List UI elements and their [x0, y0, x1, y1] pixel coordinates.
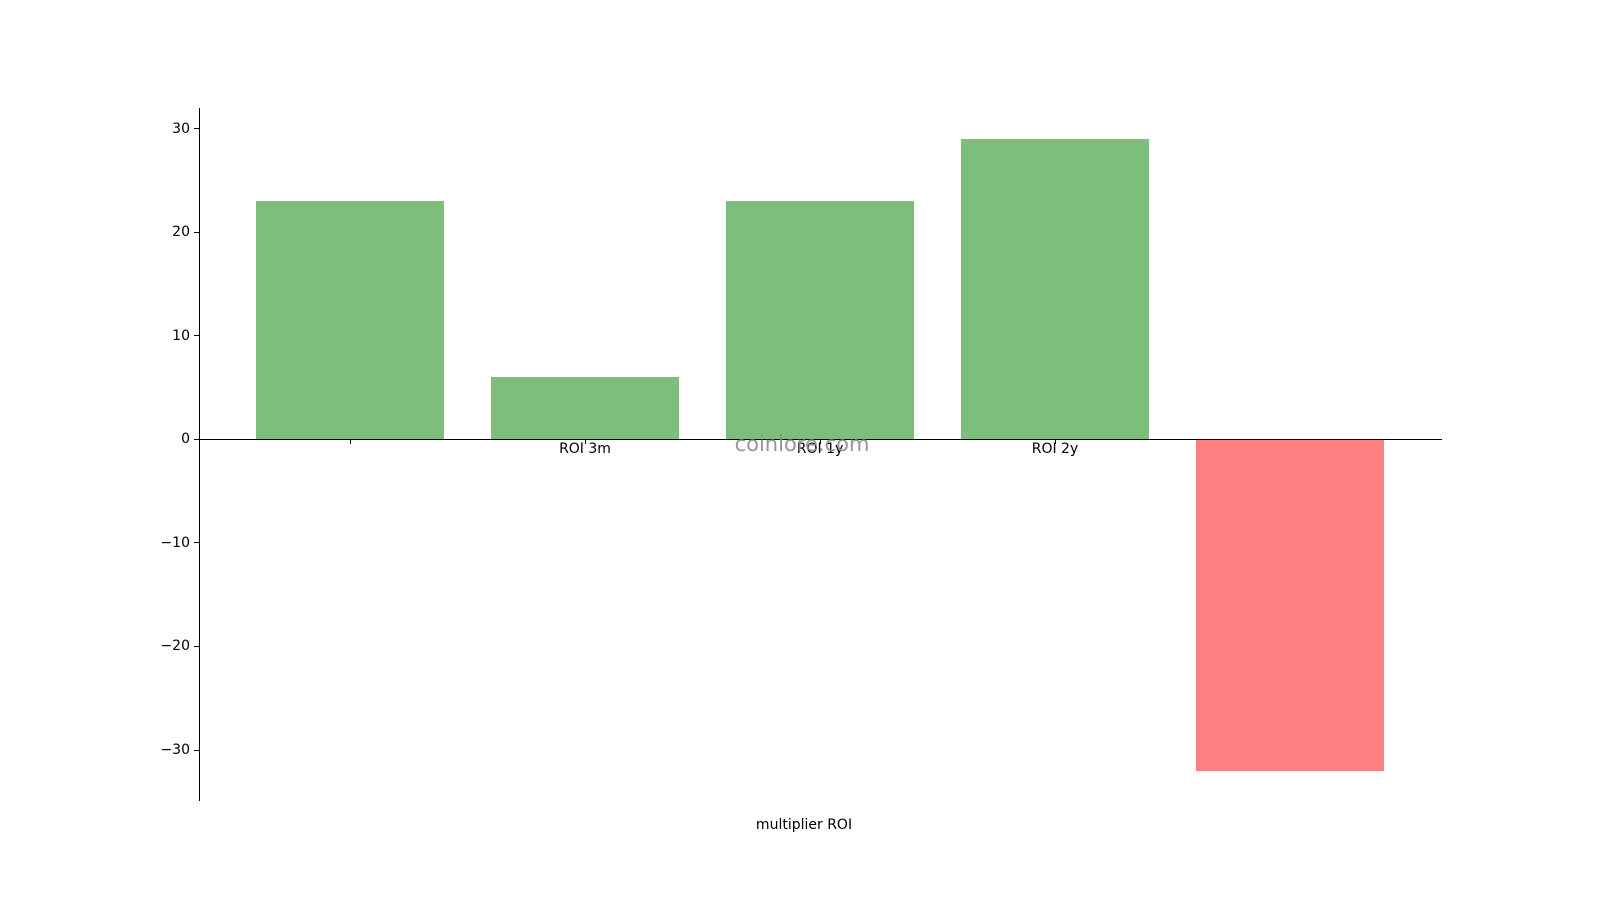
y-tick — [194, 335, 199, 337]
x-tick-label: ROI 2y — [1031, 441, 1079, 458]
x-axis-title: multiplier ROI — [755, 817, 853, 833]
bar-roi-1y — [726, 201, 914, 440]
bar-roi-2y — [961, 139, 1149, 440]
bar-series-4 — [1196, 439, 1384, 771]
x-tick — [584, 439, 586, 445]
y-tick-label: −30 — [160, 742, 190, 759]
bar-series-0 — [256, 201, 444, 440]
watermark-text: coinlore.com — [734, 432, 870, 456]
x-tick — [1054, 439, 1056, 445]
y-axis-spine — [199, 108, 200, 801]
y-tick — [194, 231, 199, 233]
y-tick — [194, 438, 199, 440]
x-tick-label: ROI 1y — [796, 441, 844, 458]
y-tick — [194, 542, 199, 544]
x-tick — [349, 439, 351, 445]
y-tick-label: −20 — [160, 638, 190, 655]
y-tick-label: 10 — [172, 327, 190, 344]
y-tick — [194, 128, 199, 130]
y-tick — [194, 645, 199, 647]
y-tick-label: 0 — [181, 431, 190, 448]
x-tick-label: ROI 3m — [559, 441, 611, 458]
bar-roi-3m — [491, 377, 679, 440]
y-tick-label: 20 — [172, 224, 190, 241]
y-tick-label: 30 — [172, 120, 190, 137]
x-tick — [819, 439, 821, 445]
x-axis-zero-line — [199, 438, 1442, 440]
y-tick-label: −10 — [160, 534, 190, 551]
y-tick — [194, 749, 199, 751]
